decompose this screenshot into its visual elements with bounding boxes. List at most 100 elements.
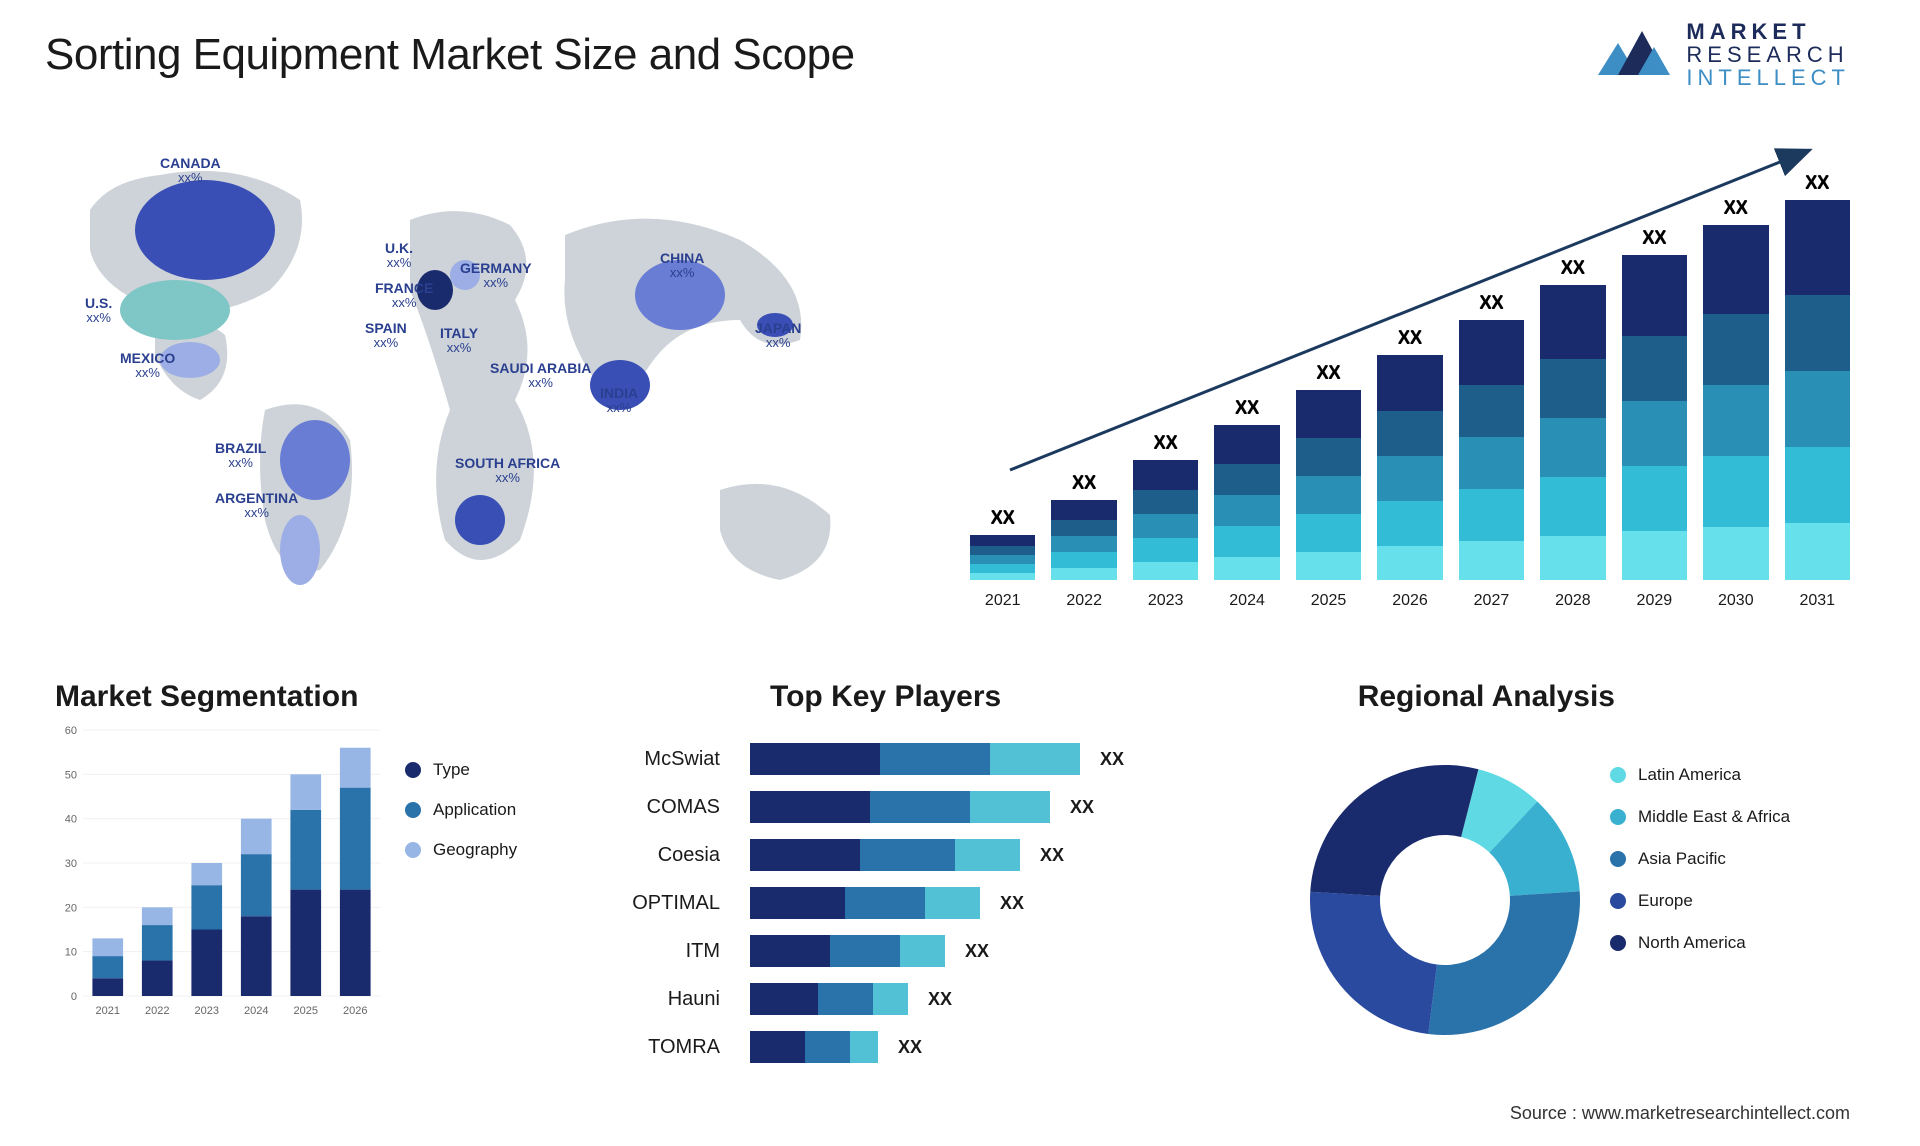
map-label: CHINAxx% bbox=[660, 250, 704, 281]
segmentation-legend-item: Geography bbox=[405, 840, 517, 860]
svg-text:30: 30 bbox=[65, 858, 77, 870]
player-bar bbox=[750, 887, 980, 919]
growth-bar: XXXX bbox=[1540, 285, 1605, 580]
growth-bar: XXXX bbox=[1622, 255, 1687, 580]
segmentation-legend: TypeApplicationGeography bbox=[405, 760, 517, 860]
growth-bar-value: XX bbox=[1459, 293, 1524, 314]
player-name: McSwiat bbox=[580, 748, 750, 771]
growth-bar-value: XX bbox=[1296, 363, 1361, 384]
growth-bar-year: 2024 bbox=[1214, 592, 1279, 610]
growth-bar-year: 2027 bbox=[1459, 592, 1524, 610]
growth-bar: XXXX bbox=[1377, 355, 1442, 580]
growth-bar: XXXX bbox=[970, 535, 1035, 580]
svg-text:2024: 2024 bbox=[244, 1005, 268, 1017]
growth-bar: XXXX bbox=[1296, 390, 1361, 580]
svg-text:20: 20 bbox=[65, 902, 77, 914]
growth-bar-value: XX bbox=[1785, 173, 1850, 194]
player-value: XX bbox=[1070, 797, 1094, 818]
svg-text:2021: 2021 bbox=[96, 1005, 120, 1017]
player-bar bbox=[750, 791, 1050, 823]
svg-text:10: 10 bbox=[65, 947, 77, 959]
region-legend-item: North America bbox=[1610, 933, 1790, 953]
growth-bar-year: 2023 bbox=[1133, 592, 1198, 610]
growth-bar-year: 2025 bbox=[1296, 592, 1361, 610]
svg-text:0: 0 bbox=[71, 991, 77, 1003]
map-label: BRAZILxx% bbox=[215, 440, 266, 471]
map-label: ARGENTINAxx% bbox=[215, 490, 298, 521]
svg-text:2023: 2023 bbox=[195, 1005, 219, 1017]
player-row: TOMRA XX bbox=[580, 1028, 1280, 1066]
growth-bar: XXXX bbox=[1459, 320, 1524, 580]
source-label: Source : www.marketresearchintellect.com bbox=[1510, 1103, 1850, 1124]
world-map-panel: CANADAxx% U.S.xx% MEXICOxx% BRAZILxx% ARGENT… bbox=[40, 120, 890, 620]
growth-bar: XXXX bbox=[1051, 500, 1116, 580]
player-value: XX bbox=[965, 941, 989, 962]
map-label: INDIAxx% bbox=[600, 385, 638, 416]
player-row: OPTIMALXX bbox=[580, 884, 1280, 922]
player-row: CoesiaXX bbox=[580, 836, 1280, 874]
growth-bar-value: XX bbox=[1703, 198, 1768, 219]
player-value: XX bbox=[1100, 749, 1124, 770]
players-chart: McSwiatXXCOMASXXCoesiaXXOPTIMALXXITMXXHa… bbox=[580, 680, 1280, 1060]
logo-mountains-icon bbox=[1594, 25, 1674, 85]
region-legend-item: Europe bbox=[1610, 891, 1790, 911]
segmentation-stacked-bar-icon: 0102030405060202120222023202420252026 bbox=[55, 720, 385, 1020]
growth-bar-value: XX bbox=[1051, 473, 1116, 494]
growth-bar-year: 2021 bbox=[970, 592, 1035, 610]
segmentation-chart: 0102030405060202120222023202420252026 Ty… bbox=[55, 720, 545, 1060]
map-label: GERMANYxx% bbox=[460, 260, 532, 291]
map-label: JAPANxx% bbox=[755, 320, 801, 351]
growth-bar-year: 2026 bbox=[1377, 592, 1442, 610]
player-bar bbox=[750, 1031, 878, 1063]
growth-bar-year: 2028 bbox=[1540, 592, 1605, 610]
map-label: SOUTH AFRICAxx% bbox=[455, 455, 560, 486]
segmentation-title: Market Segmentation bbox=[55, 680, 358, 714]
growth-bar-year: 2030 bbox=[1703, 592, 1768, 610]
player-bar bbox=[750, 743, 1080, 775]
map-label: U.K.xx% bbox=[385, 240, 413, 271]
logo-text-3: INTELLECT bbox=[1686, 66, 1850, 89]
donut-chart-icon bbox=[1300, 755, 1590, 1045]
player-bar bbox=[750, 839, 1020, 871]
growth-bar-value: XX bbox=[1540, 258, 1605, 279]
player-name: ITM bbox=[580, 940, 750, 963]
map-label: SAUDI ARABIAxx% bbox=[490, 360, 591, 391]
map-label: CANADAxx% bbox=[160, 155, 221, 186]
growth-bar: XXXX bbox=[1703, 225, 1768, 580]
svg-text:50: 50 bbox=[65, 769, 77, 781]
player-name: Hauni bbox=[580, 988, 750, 1011]
logo-text-2: RESEARCH bbox=[1686, 43, 1850, 66]
player-name: Coesia bbox=[580, 844, 750, 867]
player-name: COMAS bbox=[580, 796, 750, 819]
region-legend-item: Asia Pacific bbox=[1610, 849, 1790, 869]
growth-bar: XXXX bbox=[1214, 425, 1279, 580]
map-label: ITALYxx% bbox=[440, 325, 478, 356]
player-value: XX bbox=[928, 989, 952, 1010]
region-legend-item: Middle East & Africa bbox=[1610, 807, 1790, 827]
growth-bar-year: 2022 bbox=[1051, 592, 1116, 610]
page-title: Sorting Equipment Market Size and Scope bbox=[45, 30, 855, 80]
growth-bar-year: 2031 bbox=[1785, 592, 1850, 610]
growth-bar: XXXX bbox=[1785, 200, 1850, 580]
region-chart: Latin America Middle East & Africa Asia Pa… bbox=[1280, 680, 1860, 1060]
region-legend: Latin America Middle East & Africa Asia Pa… bbox=[1610, 765, 1790, 953]
growth-bar-value: XX bbox=[970, 508, 1035, 529]
player-value: XX bbox=[898, 1037, 922, 1058]
player-row: COMAS XX bbox=[580, 788, 1280, 826]
svg-text:2022: 2022 bbox=[145, 1005, 169, 1017]
segmentation-legend-item: Type bbox=[405, 760, 517, 780]
map-label: U.S.xx% bbox=[85, 295, 112, 326]
player-row: ITM XX bbox=[580, 932, 1280, 970]
growth-bar-value: XX bbox=[1214, 398, 1279, 419]
player-name: TOMRA bbox=[580, 1036, 750, 1059]
growth-bar: XXXX bbox=[1133, 460, 1198, 580]
growth-chart: XXXXXXXXXXXXXXXXXXXXXXXXXXXXXXXXXXXXXXXX… bbox=[970, 140, 1850, 610]
svg-text:60: 60 bbox=[65, 725, 77, 737]
svg-text:40: 40 bbox=[65, 814, 77, 826]
player-value: XX bbox=[1000, 893, 1024, 914]
map-label: FRANCExx% bbox=[375, 280, 433, 311]
growth-bar-value: XX bbox=[1622, 228, 1687, 249]
map-label: MEXICOxx% bbox=[120, 350, 175, 381]
map-label: SPAINxx% bbox=[365, 320, 407, 351]
region-legend-item: Latin America bbox=[1610, 765, 1790, 785]
